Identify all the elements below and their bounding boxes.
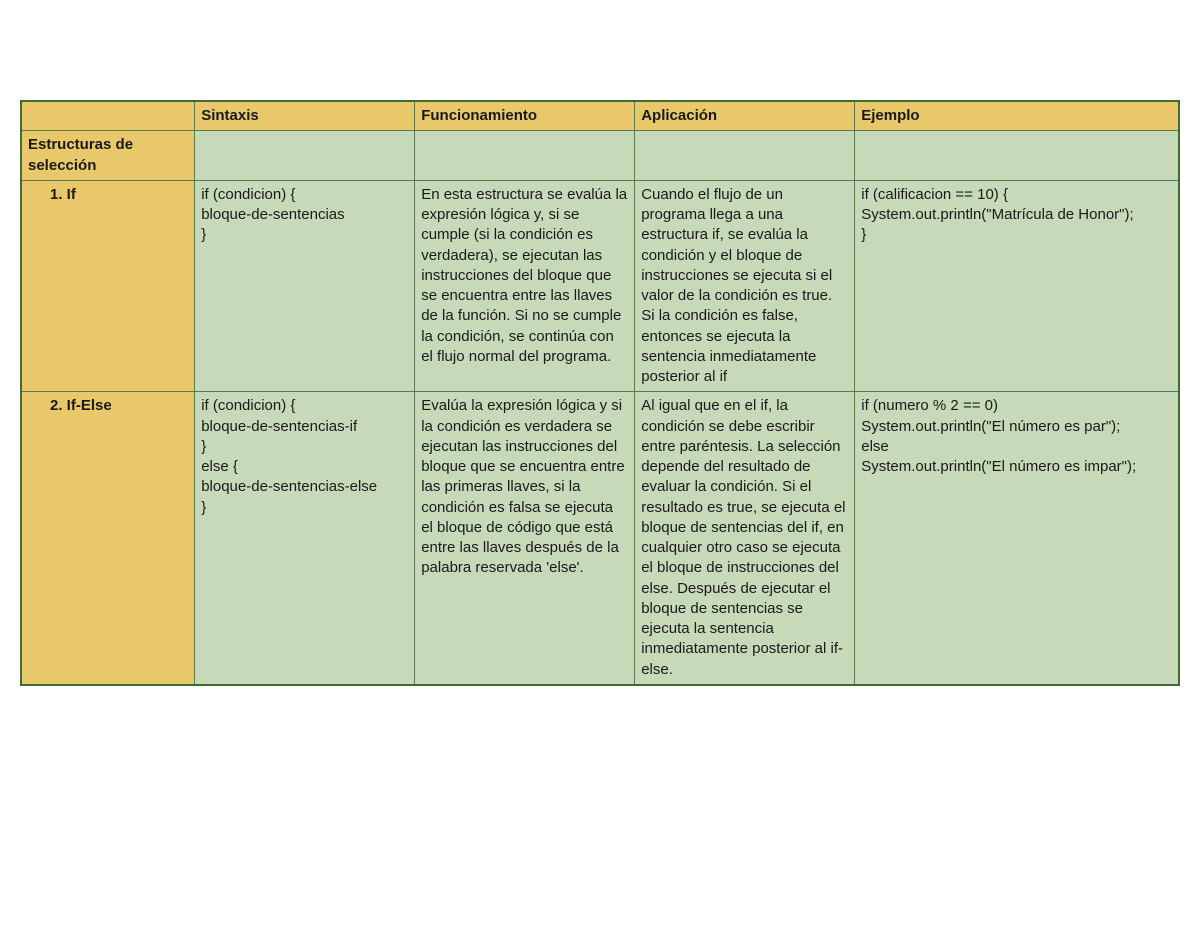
header-ejemplo: Ejemplo [855, 101, 1179, 131]
cell-if-sintaxis: if (condicion) { bloque-de-sentencias } [195, 180, 415, 392]
cell-ifelse-ejemplo: if (numero % 2 == 0) System.out.println(… [855, 392, 1179, 685]
selection-structures-table: Sintaxis Funcionamiento Aplicación Ejemp… [20, 100, 1180, 686]
row-label-if: 1. If [21, 180, 195, 392]
section-blank-4 [855, 131, 1179, 181]
header-sintaxis: Sintaxis [195, 101, 415, 131]
cell-if-funcionamiento: En esta estructura se evalúa la expresió… [415, 180, 635, 392]
header-blank [21, 101, 195, 131]
section-blank-1 [195, 131, 415, 181]
table-row: 2. If-Else if (condicion) { bloque-de-se… [21, 392, 1179, 685]
cell-if-ejemplo: if (calificacion == 10) { System.out.pri… [855, 180, 1179, 392]
section-blank-2 [415, 131, 635, 181]
table-row: 1. If if (condicion) { bloque-de-sentenc… [21, 180, 1179, 392]
cell-if-aplicacion: Cuando el flujo de un programa llega a u… [635, 180, 855, 392]
section-blank-3 [635, 131, 855, 181]
header-funcionamiento: Funcionamiento [415, 101, 635, 131]
cell-ifelse-sintaxis: if (condicion) { bloque-de-sentencias-if… [195, 392, 415, 685]
cell-ifelse-aplicacion: Al igual que en el if, la condición se d… [635, 392, 855, 685]
cell-ifelse-funcionamiento: Evalúa la expresión lógica y si la condi… [415, 392, 635, 685]
section-row: Estructuras de selección [21, 131, 1179, 181]
header-aplicacion: Aplicación [635, 101, 855, 131]
table-header-row: Sintaxis Funcionamiento Aplicación Ejemp… [21, 101, 1179, 131]
section-label: Estructuras de selección [21, 131, 195, 181]
row-label-ifelse: 2. If-Else [21, 392, 195, 685]
